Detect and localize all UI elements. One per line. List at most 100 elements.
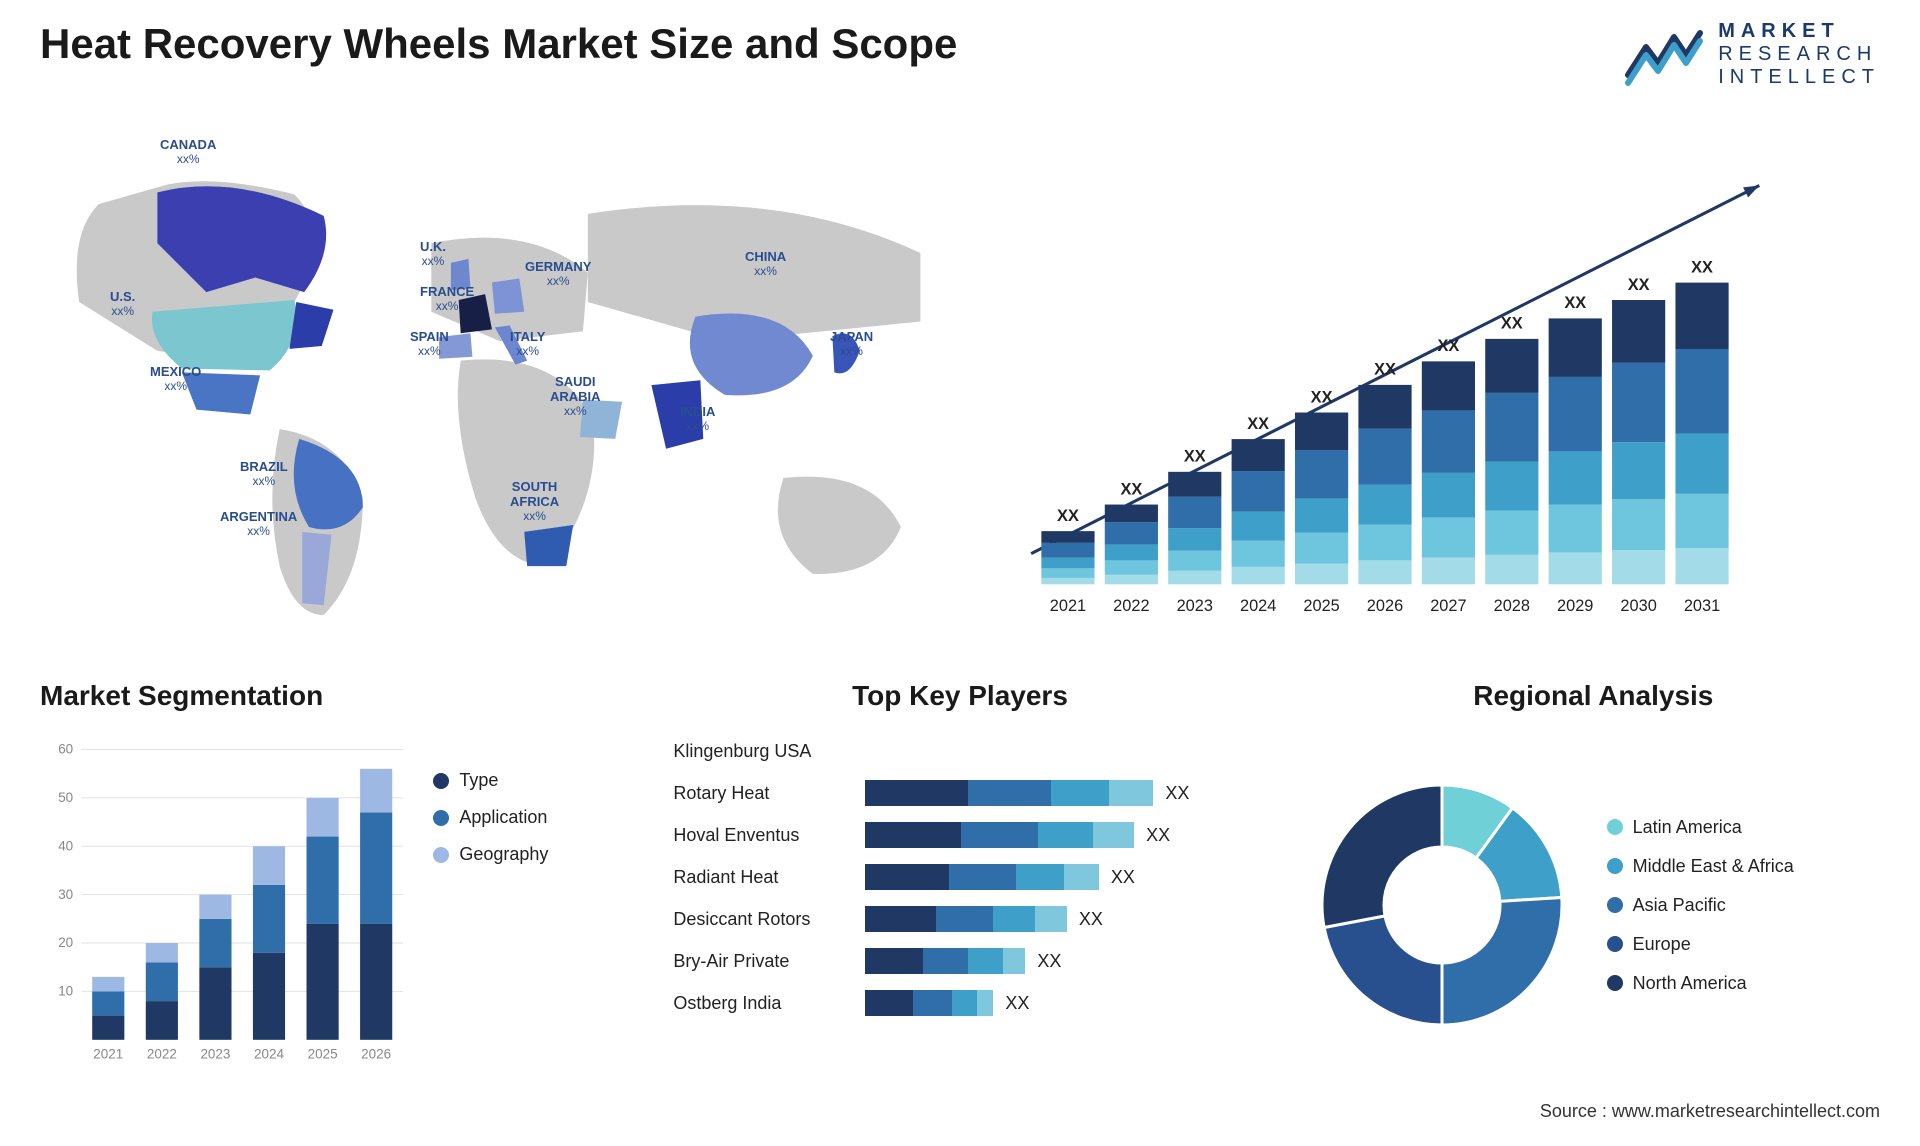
growth-value: XX [1564, 294, 1586, 312]
seg-bar [253, 885, 285, 953]
trend-arrowhead [1743, 185, 1759, 197]
map-label-france: FRANCExx% [420, 285, 474, 314]
growth-value: XX [1311, 388, 1333, 406]
growth-bar-seg [1041, 543, 1094, 558]
growth-bar-seg [1295, 498, 1348, 532]
ytick: 60 [58, 742, 73, 757]
seg-bar [253, 846, 285, 885]
ytick: 40 [58, 838, 73, 853]
regional-title: Regional Analysis [1307, 680, 1880, 712]
legend-label: Europe [1633, 934, 1691, 955]
growth-value: XX [1247, 415, 1269, 433]
player-value: XX [1079, 909, 1103, 930]
growth-value: XX [1501, 315, 1523, 333]
legend-swatch [1607, 975, 1623, 991]
map-label-south-africa: SOUTHAFRICAxx% [510, 480, 559, 524]
player-bar-seg [1003, 948, 1025, 974]
donut-slice [1322, 785, 1442, 927]
player-bar-seg [952, 990, 978, 1016]
seg-year: 2022 [147, 1046, 177, 1061]
segmentation-svg: 102030405060202120222023202420252026 [40, 730, 413, 1080]
growth-bar-seg [1358, 485, 1411, 525]
seg-bar [92, 1016, 124, 1040]
seg-bar [92, 977, 124, 992]
growth-bar-seg [1168, 472, 1221, 497]
growth-bar-seg [1295, 533, 1348, 564]
growth-bar-seg [1105, 560, 1158, 574]
seg-bar [307, 798, 339, 837]
legend-item: North America [1607, 973, 1794, 994]
ytick: 20 [58, 935, 73, 950]
growth-year: 2021 [1050, 597, 1086, 615]
legend-label: Application [459, 807, 547, 828]
growth-bar-seg [1675, 433, 1728, 493]
player-row: Ostberg IndiaXX [673, 982, 1246, 1024]
growth-svg: XX2021XX2022XX2023XX2024XX2025XX2026XX20… [980, 130, 1880, 650]
player-bar-seg [968, 948, 1003, 974]
upper-row: CANADAxx%U.S.xx%MEXICOxx%BRAZILxx%ARGENT… [40, 130, 1880, 650]
growth-year: 2030 [1620, 597, 1656, 615]
map-label-china: CHINAxx% [745, 250, 786, 279]
growth-year: 2023 [1177, 597, 1213, 615]
growth-bar-seg [1485, 339, 1538, 393]
header: Heat Recovery Wheels Market Size and Sco… [40, 20, 1880, 89]
player-bar-seg [1051, 780, 1109, 806]
growth-bar-seg [1358, 560, 1411, 584]
player-row: Bry-Air PrivateXX [673, 940, 1246, 982]
growth-bar-seg [1485, 462, 1538, 511]
growth-bar-seg [1295, 564, 1348, 585]
player-row: Hoval EnventusXX [673, 814, 1246, 856]
player-name: Bry-Air Private [673, 951, 853, 972]
map-label-spain: SPAINxx% [410, 330, 449, 359]
legend-item: Asia Pacific [1607, 895, 1794, 916]
player-bar-seg [1035, 906, 1067, 932]
legend-label: Type [459, 770, 498, 791]
legend-label: North America [1633, 973, 1747, 994]
ytick: 10 [58, 984, 73, 999]
seg-year: 2026 [361, 1046, 391, 1061]
growth-bar-seg [1358, 524, 1411, 560]
growth-bar-seg [1105, 544, 1158, 560]
map-label-argentina: ARGENTINAxx% [220, 510, 297, 539]
map-label-italy: ITALYxx% [510, 330, 545, 359]
seg-bar [253, 953, 285, 1040]
growth-year: 2029 [1557, 597, 1593, 615]
seg-bar [307, 924, 339, 1040]
player-bar-seg [865, 780, 967, 806]
growth-year: 2022 [1113, 597, 1149, 615]
growth-bar-seg [1105, 522, 1158, 544]
lower-row: Market Segmentation 10203040506020212022… [40, 680, 1880, 1080]
legend-label: Latin America [1633, 817, 1742, 838]
player-bar-seg [1016, 864, 1064, 890]
growth-bar-seg [1041, 578, 1094, 584]
segmentation-legend: TypeApplicationGeography [433, 730, 613, 1080]
growth-bar-seg [1675, 283, 1728, 349]
player-row: Radiant HeatXX [673, 856, 1246, 898]
growth-bar-seg [1232, 512, 1285, 541]
map-label-u-s-: U.S.xx% [110, 290, 135, 319]
players-title: Top Key Players [673, 680, 1246, 712]
growth-bar-seg [1358, 429, 1411, 485]
seg-year: 2025 [308, 1046, 338, 1061]
player-bar [865, 780, 1153, 806]
players-body: Klingenburg USARotary HeatXXHoval Envent… [673, 730, 1246, 1080]
map-region-usa [152, 300, 297, 370]
growth-bar-seg [1675, 349, 1728, 433]
player-value: XX [1111, 867, 1135, 888]
map-label-mexico: MEXICOxx% [150, 365, 201, 394]
source-text: Source : www.marketresearchintellect.com [1540, 1101, 1880, 1122]
growth-bar-seg [1041, 531, 1094, 543]
growth-value: XX [1374, 361, 1396, 379]
growth-bar-seg [1232, 567, 1285, 584]
player-bar-seg [865, 948, 923, 974]
growth-value: XX [1628, 276, 1650, 294]
player-bar [865, 948, 1025, 974]
growth-bar-seg [1549, 552, 1602, 584]
growth-bar-seg [1612, 363, 1665, 443]
growth-bar-seg [1485, 511, 1538, 555]
legend-swatch [1607, 819, 1623, 835]
legend-item: Type [433, 770, 613, 791]
donut-slice [1324, 916, 1442, 1025]
seg-bar [199, 919, 231, 967]
growth-value: XX [1691, 258, 1713, 276]
